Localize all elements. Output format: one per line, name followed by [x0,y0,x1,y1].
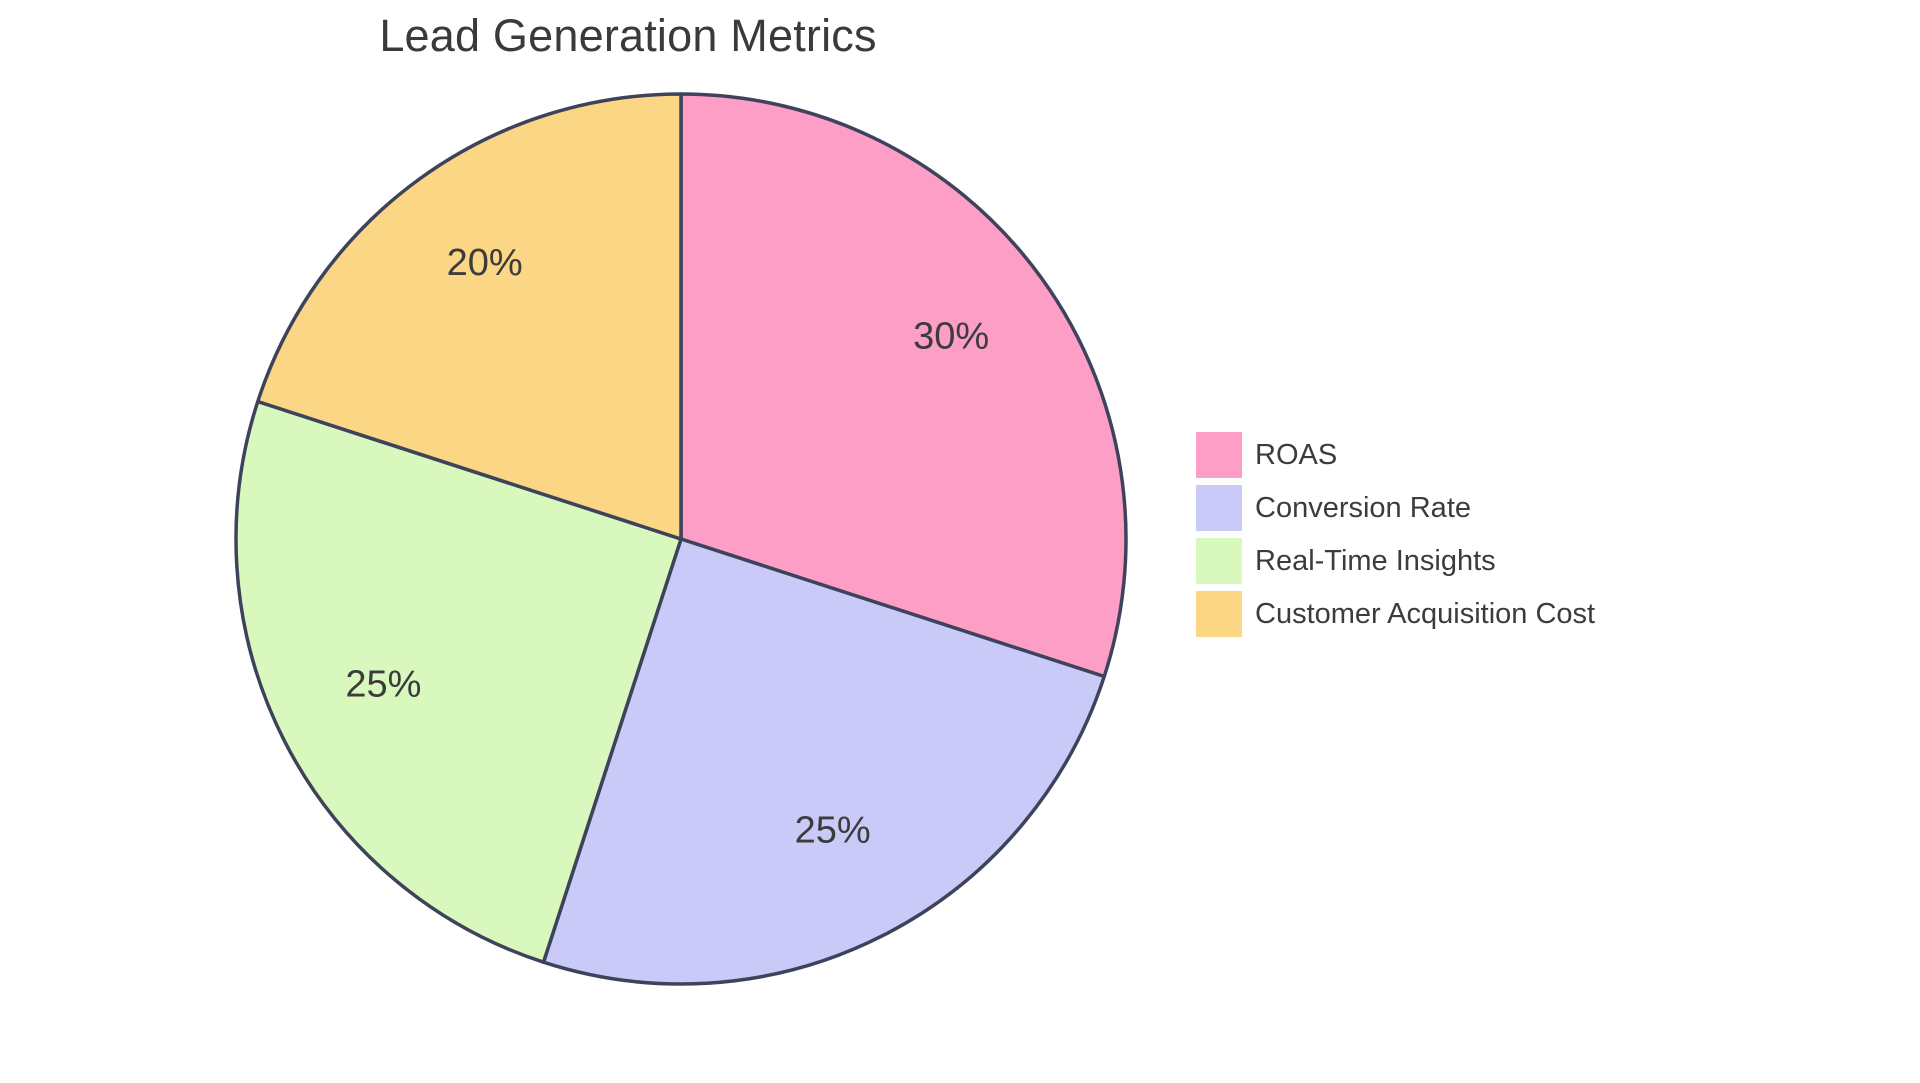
legend-swatch-real-time-insights [1196,538,1242,584]
pie-slice-percent-label: 25% [795,810,871,852]
legend-item-conversion-rate: Conversion Rate [1196,485,1595,531]
legend-item-roas: ROAS [1196,432,1595,478]
pie-slice-percent-label: 20% [447,242,523,284]
pie-slice-real-time-insights [234,399,683,964]
legend-swatch-roas [1196,432,1242,478]
chart-title: Lead Generation Metrics [379,10,877,61]
legend-item-real-time-insights: Real-Time Insights [1196,538,1595,584]
legend: ROAS Conversion Rate Real-Time Insights … [1196,432,1595,637]
legend-item-customer-acquisition-cost: Customer Acquisition Cost [1196,591,1595,637]
pie-slice-percent-label: 30% [913,316,989,358]
pie-slice-customer-acquisition-cost [256,92,683,541]
legend-swatch-customer-acquisition-cost [1196,591,1242,637]
pie-slice-percent-label: 25% [345,664,421,706]
legend-label-real-time-insights: Real-Time Insights [1255,544,1496,577]
pie-labels-group: 30% 25% 25% 20% [345,242,989,852]
legend-label-roas: ROAS [1255,438,1338,471]
pie-slice-roas [679,92,1128,679]
pie-slice-conversion-rate [541,537,1106,986]
legend-label-conversion-rate: Conversion Rate [1255,491,1471,524]
legend-swatch-conversion-rate [1196,485,1242,531]
pie-slices-group [234,92,1128,986]
legend-label-customer-acquisition-cost: Customer Acquisition Cost [1255,597,1596,630]
